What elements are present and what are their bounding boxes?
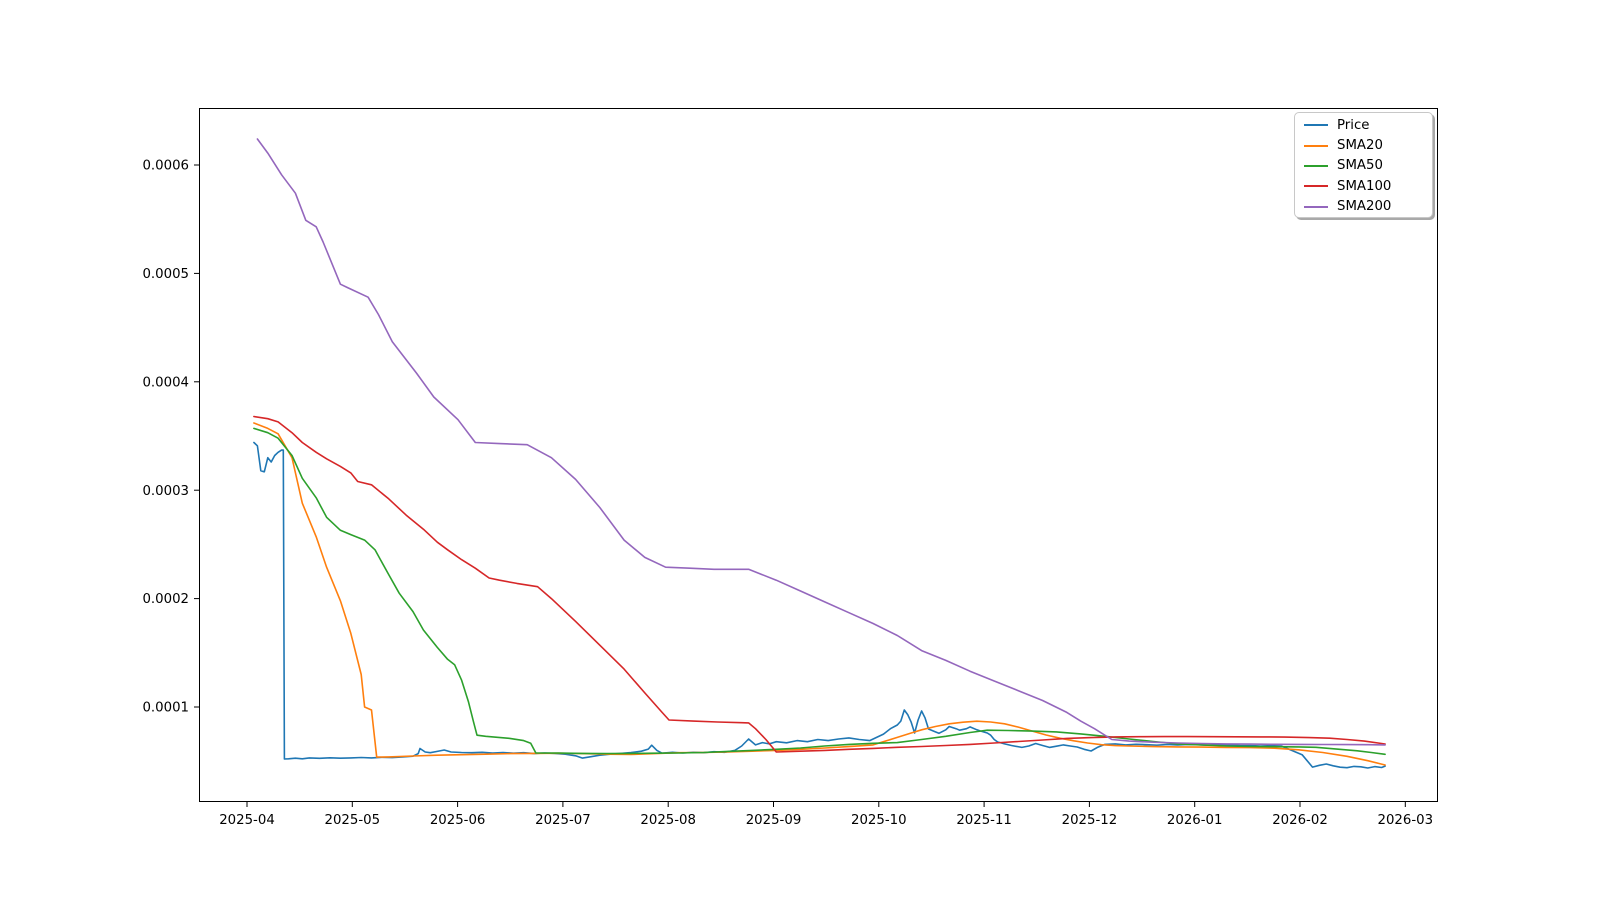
price-line-swatch: [1304, 124, 1328, 127]
legend-label-sma20: SMA20: [1337, 137, 1383, 153]
sma20-line-swatch: [1304, 144, 1328, 147]
legend-label-sma100: SMA100: [1337, 178, 1392, 194]
x-tick-label: 2025-11: [956, 813, 1012, 828]
y-tick-label: 0.0006: [142, 159, 189, 174]
x-tick-label: 2025-08: [640, 813, 696, 828]
x-tick-label: 2025-07: [535, 813, 591, 828]
plot-frame: [199, 108, 1438, 802]
x-tick-label: 2026-02: [1272, 813, 1328, 828]
x-tick-label: 2026-03: [1378, 813, 1434, 828]
y-tick-label: 0.0002: [142, 592, 189, 607]
sma100-line: [253, 415, 1386, 753]
x-tick-label: 2025-09: [746, 813, 802, 828]
sma100-line-swatch: [1304, 185, 1328, 188]
legend-item-sma100: SMA100: [1295, 176, 1432, 196]
y-tick-label: 0.0003: [142, 484, 189, 499]
x-tick-label: 2025-04: [219, 813, 275, 828]
legend-item-sma200: SMA200: [1295, 197, 1432, 217]
sma200-line: [256, 138, 1386, 746]
legend-label-sma50: SMA50: [1337, 158, 1383, 174]
x-tick-label: 2025-05: [325, 813, 381, 828]
legend-item-sma20: SMA20: [1295, 135, 1432, 155]
sma50-line: [253, 427, 1386, 756]
x-tick-label: 2026-01: [1167, 813, 1223, 828]
sma200-line-swatch: [1304, 205, 1328, 208]
x-tick-label: 2025-06: [430, 813, 486, 828]
legend-label-price: Price: [1337, 117, 1370, 133]
y-tick-label: 0.0001: [142, 701, 189, 716]
price-line: [253, 441, 1386, 769]
legend-label-sma200: SMA200: [1337, 199, 1392, 215]
legend-item-sma50: SMA50: [1295, 156, 1432, 176]
legend-item-price: Price: [1295, 115, 1432, 135]
y-tick-label: 0.0005: [142, 267, 189, 282]
y-tick-label: 0.0004: [142, 375, 189, 390]
legend: Price SMA20 SMA50 SMA100 SMA200: [1294, 112, 1433, 218]
sma50-line-swatch: [1304, 164, 1328, 167]
sma20-line: [253, 422, 1386, 766]
x-tick-label: 2025-10: [851, 813, 907, 828]
x-tick-label: 2025-12: [1062, 813, 1118, 828]
